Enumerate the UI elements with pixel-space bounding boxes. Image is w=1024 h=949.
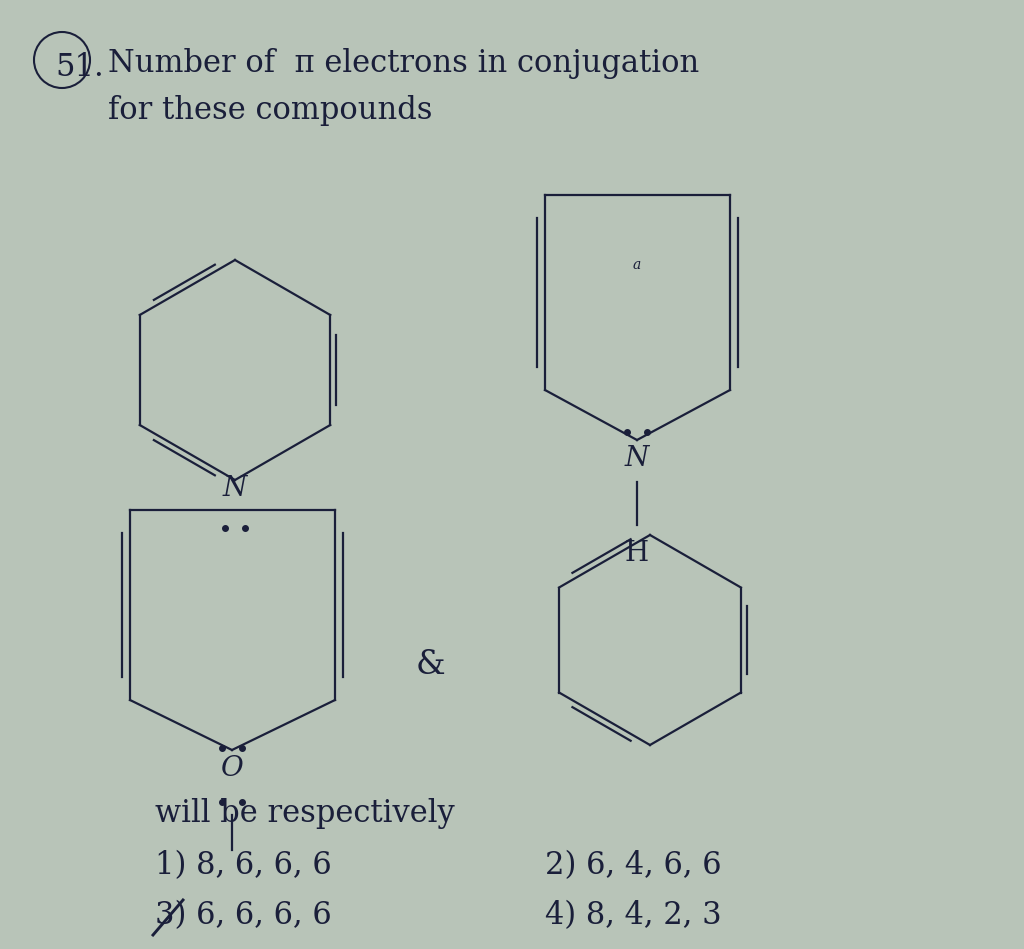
Text: 3) 6, 6, 6, 6: 3) 6, 6, 6, 6 xyxy=(155,900,332,931)
Text: N: N xyxy=(223,475,247,502)
Text: will be respectively: will be respectively xyxy=(155,798,455,829)
Text: 4) 8, 4, 2, 3: 4) 8, 4, 2, 3 xyxy=(545,900,722,931)
Text: N: N xyxy=(625,445,649,472)
Text: for these compounds: for these compounds xyxy=(108,95,432,126)
Text: 1) 8, 6, 6, 6: 1) 8, 6, 6, 6 xyxy=(155,850,332,881)
Text: &: & xyxy=(415,649,444,681)
Text: O: O xyxy=(220,755,244,782)
Text: 51.: 51. xyxy=(55,52,103,83)
Text: H: H xyxy=(625,540,649,567)
Text: 2) 6, 4, 6, 6: 2) 6, 4, 6, 6 xyxy=(545,850,722,881)
Text: Number of  π electrons in conjugation: Number of π electrons in conjugation xyxy=(108,48,699,79)
Text: a: a xyxy=(633,258,641,272)
